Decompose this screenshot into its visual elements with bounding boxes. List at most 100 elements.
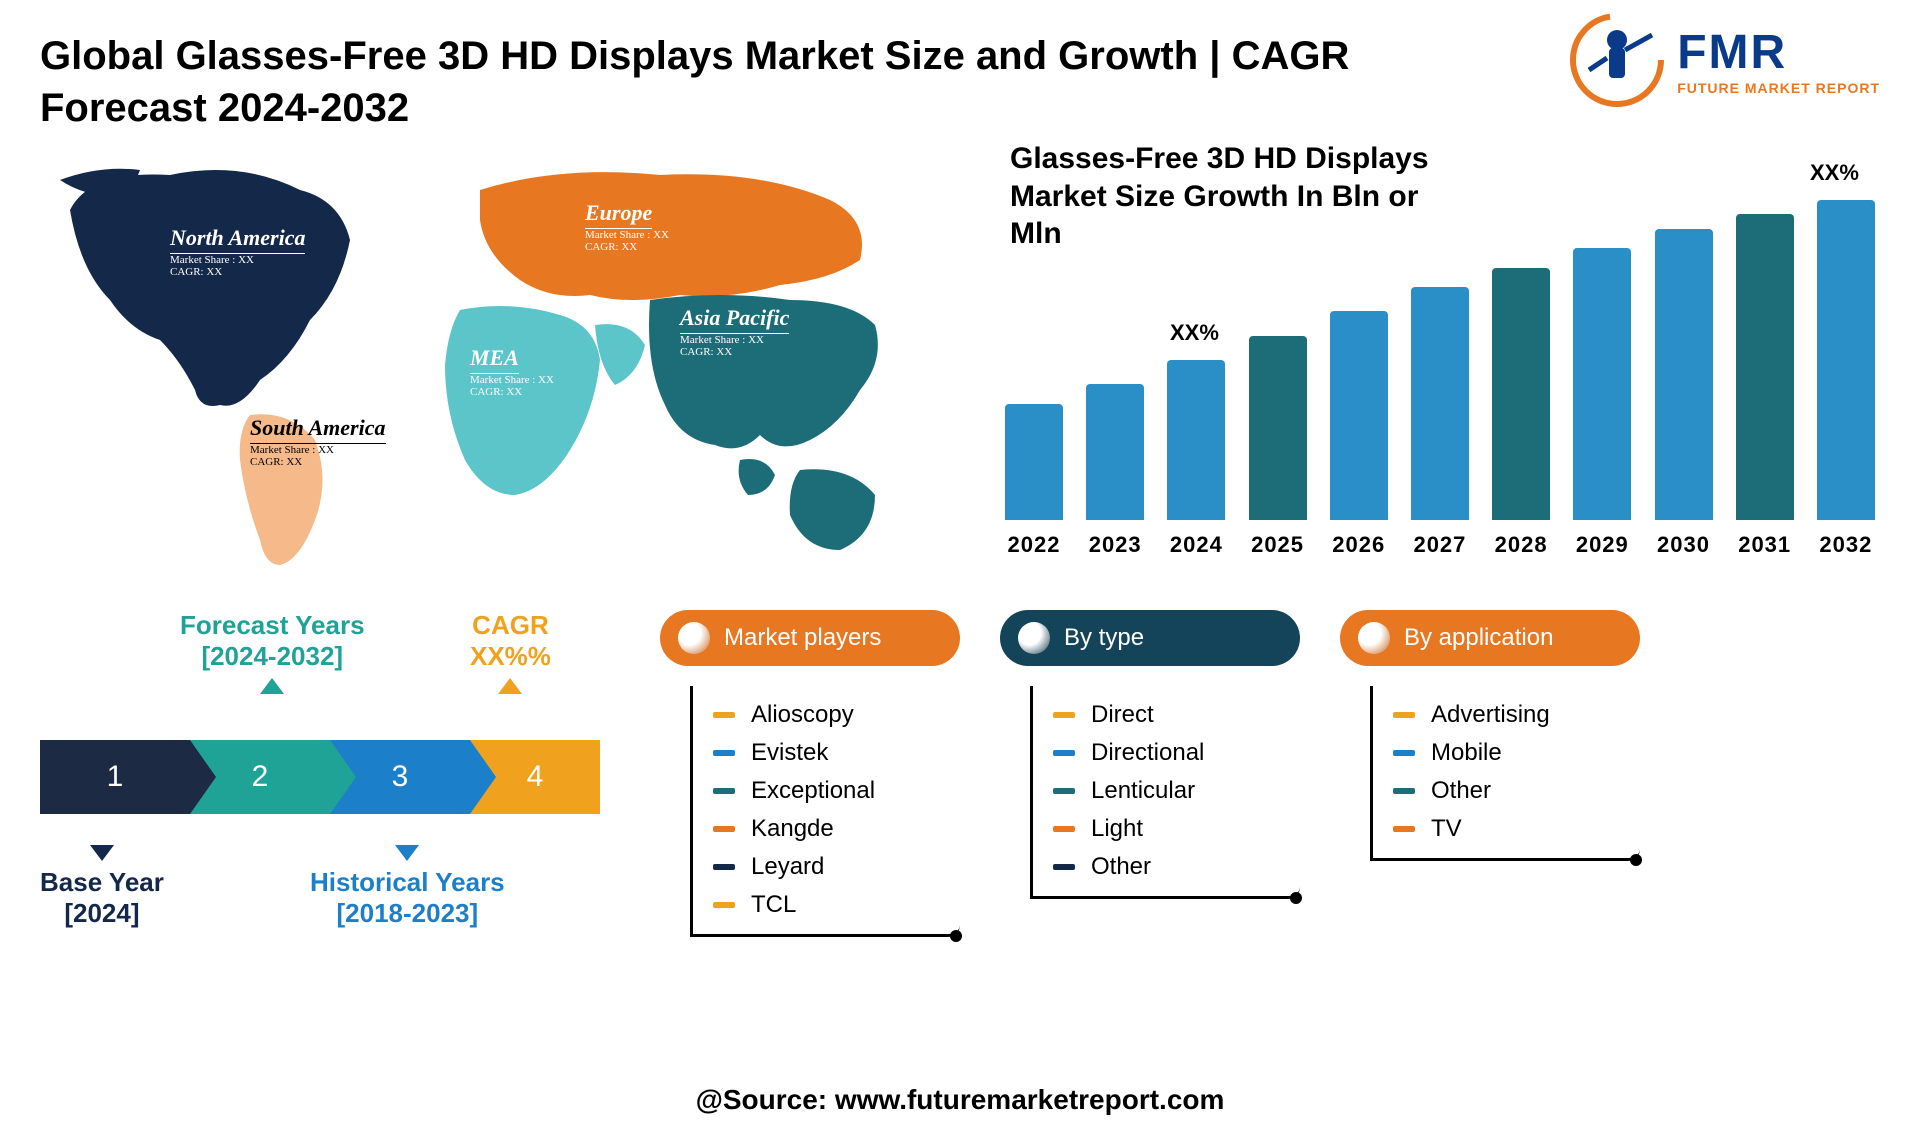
timeline-block: Forecast Years [2024-2032] CAGR XX%% 123… — [40, 610, 600, 930]
label-europe: Europe Market Share : XX CAGR: XX — [585, 200, 669, 253]
fmr-logo: FMR FUTURE MARKET REPORT — [1567, 10, 1880, 110]
bar-year-label: 2029 — [1568, 532, 1636, 558]
base-year-label: Base Year [2024] — [40, 845, 164, 929]
timeline-bar: 1234 — [40, 740, 600, 814]
category-item: Advertising — [1393, 696, 1640, 734]
timeline-segment: 1 — [40, 740, 190, 814]
category-header: By application — [1340, 610, 1640, 666]
bar-column — [1325, 311, 1393, 520]
bar-year-label: 2030 — [1650, 532, 1718, 558]
bar-year-label: 2027 — [1406, 532, 1474, 558]
bar — [1167, 360, 1225, 520]
item-label: Light — [1091, 815, 1143, 843]
item-marker-icon — [1053, 864, 1075, 870]
category-item: Alioscopy — [713, 696, 960, 734]
item-label: TV — [1431, 815, 1462, 843]
world-map: North America Market Share : XX CAGR: XX… — [40, 150, 940, 570]
bar-year-label: 2022 — [1000, 532, 1068, 558]
region-mea — [445, 306, 645, 495]
bar — [1655, 229, 1713, 520]
bar-year-label: 2026 — [1325, 532, 1393, 558]
fmr-logo-icon — [1567, 10, 1667, 110]
item-label: Other — [1091, 853, 1151, 881]
chart-x-axis: 2022202320242025202620272028202920302031… — [1000, 532, 1880, 558]
bar-column — [1568, 248, 1636, 520]
item-marker-icon — [1053, 712, 1075, 718]
bar — [1086, 384, 1144, 520]
category-item: TV — [1393, 810, 1640, 848]
bar-column — [1812, 200, 1880, 520]
item-label: Direct — [1091, 701, 1154, 729]
growth-chart: Glasses-Free 3D HD Displays Market Size … — [980, 140, 1880, 560]
label-asia-pacific: Asia Pacific Market Share : XX CAGR: XX — [680, 305, 789, 358]
category-block: Market players Alioscopy Evistek Exceptiona… — [660, 610, 960, 937]
item-marker-icon — [1393, 750, 1415, 756]
header-dot-icon — [1018, 622, 1050, 654]
bar-column — [1162, 360, 1230, 520]
item-marker-icon — [1053, 826, 1075, 832]
item-label: Exceptional — [751, 777, 875, 805]
item-marker-icon — [1393, 826, 1415, 832]
category-item: Light — [1053, 810, 1300, 848]
category-list: DirectDirectionalLenticularLightOther — [1030, 686, 1300, 899]
bar-year-label: 2024 — [1162, 532, 1230, 558]
item-label: Other — [1431, 777, 1491, 805]
bar-year-label: 2025 — [1244, 532, 1312, 558]
category-item: Other — [1393, 772, 1640, 810]
category-list: Advertising Mobile Other TV — [1370, 686, 1640, 861]
logo-subtext: FUTURE MARKET REPORT — [1677, 80, 1880, 96]
item-marker-icon — [1393, 788, 1415, 794]
source-attribution: @Source: www.futuremarketreport.com — [0, 1084, 1920, 1116]
region-europe — [480, 172, 862, 300]
item-label: Alioscopy — [751, 701, 854, 729]
category-list: AlioscopyEvistekExceptionalKangdeLeyardT… — [690, 686, 960, 937]
bar — [1330, 311, 1388, 520]
bar — [1411, 287, 1469, 520]
chart-callout: XX% — [1170, 320, 1219, 346]
item-label: Leyard — [751, 853, 824, 881]
label-south-america: South America Market Share : XX CAGR: XX — [250, 415, 386, 468]
bar-year-label: 2031 — [1731, 532, 1799, 558]
cagr-label: CAGR XX%% — [470, 610, 551, 694]
chart-bars — [1000, 190, 1880, 520]
category-item: Lenticular — [1053, 772, 1300, 810]
bar-column — [1731, 214, 1799, 520]
item-marker-icon — [1053, 788, 1075, 794]
bar-column — [1487, 268, 1555, 520]
category-item: Direct — [1053, 696, 1300, 734]
bar — [1736, 214, 1794, 520]
bar — [1005, 404, 1063, 520]
bar-column — [1244, 336, 1312, 520]
item-marker-icon — [713, 750, 735, 756]
category-title: By type — [1064, 624, 1144, 652]
item-marker-icon — [713, 864, 735, 870]
bar — [1492, 268, 1550, 520]
category-block: By application Advertising Mobile Other TV — [1340, 610, 1640, 861]
item-label: Mobile — [1431, 739, 1502, 767]
label-north-america: North America Market Share : XX CAGR: XX — [170, 225, 305, 278]
bar — [1817, 200, 1875, 520]
category-header: By type — [1000, 610, 1300, 666]
category-item: Kangde — [713, 810, 960, 848]
label-mea: MEA Market Share : XX CAGR: XX — [470, 345, 554, 398]
bar-year-label: 2028 — [1487, 532, 1555, 558]
category-item: Other — [1053, 848, 1300, 886]
bar — [1249, 336, 1307, 520]
header-dot-icon — [678, 622, 710, 654]
category-item: Evistek — [713, 734, 960, 772]
bar-column — [1000, 404, 1068, 520]
forecast-label: Forecast Years [2024-2032] — [180, 610, 365, 694]
item-marker-icon — [713, 788, 735, 794]
item-marker-icon — [1053, 750, 1075, 756]
item-marker-icon — [713, 902, 735, 908]
item-label: Evistek — [751, 739, 828, 767]
category-block: By typeDirectDirectionalLenticularLightO… — [1000, 610, 1300, 899]
bar-column — [1081, 384, 1149, 520]
bar-column — [1406, 287, 1474, 520]
category-item: Leyard — [713, 848, 960, 886]
bar-column — [1650, 229, 1718, 520]
category-item: Mobile — [1393, 734, 1640, 772]
category-title: Market players — [724, 624, 881, 652]
logo-text: FMR — [1677, 25, 1880, 80]
item-marker-icon — [713, 826, 735, 832]
